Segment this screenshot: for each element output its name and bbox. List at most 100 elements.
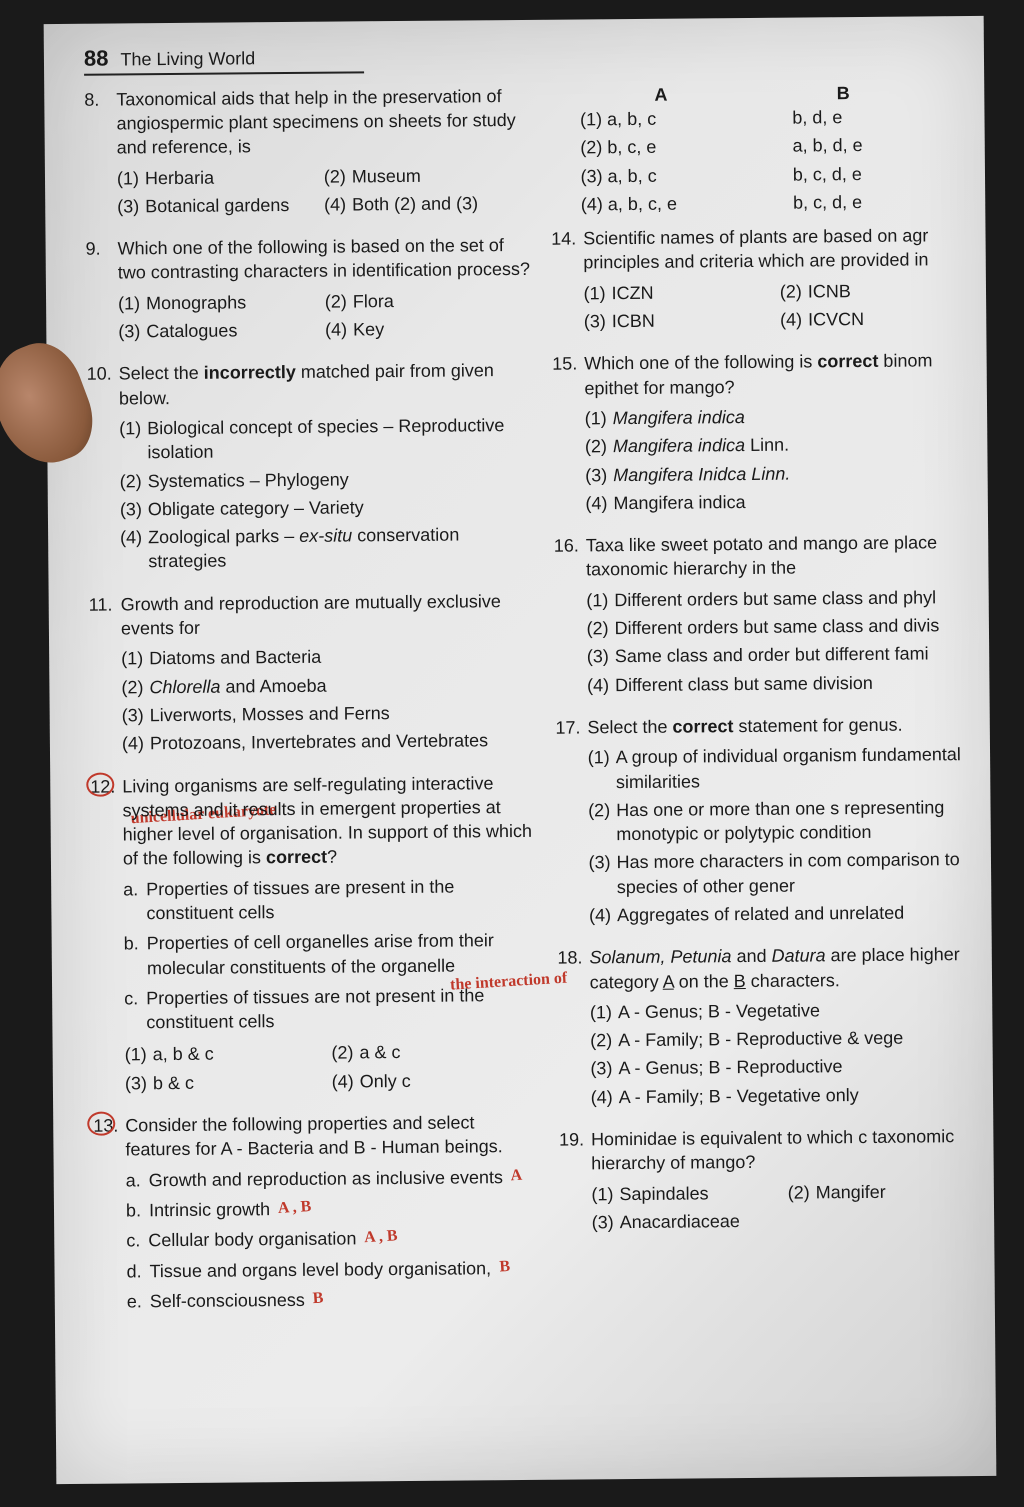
option: (2)Chlorella and Amoeba: [121, 671, 535, 699]
option: (2)a & c: [331, 1039, 538, 1065]
qtext: Select the correct statement for genus.: [587, 712, 980, 740]
option: (4)Mangifera indica: [585, 488, 978, 516]
sub-options: a.Growth and reproduction as inclusive e…: [126, 1165, 541, 1314]
option: (1)Sapindales: [591, 1180, 787, 1206]
option: (3)Catalogues: [118, 318, 325, 344]
option: (2)A - Family; B - Reproductive & vege: [590, 1025, 983, 1053]
qtext: Which one of the following is correct bi…: [584, 348, 977, 400]
option: (4)A - Family; B - Vegetative only: [591, 1082, 984, 1110]
qtext: Consider the following properties and se…: [125, 1110, 539, 1162]
option: (3)Botanical gardens: [117, 193, 324, 219]
qtext: Living organisms are self-regulating int…: [122, 770, 536, 871]
hand-mark: B: [312, 1287, 324, 1312]
content-columns: 8. Taxonomical aids that help in the pre…: [84, 80, 995, 1328]
sub-options: a.Properties of tissues are present in t…: [123, 874, 538, 1035]
question-15: 15. Which one of the following is correc…: [552, 348, 978, 519]
option: (3)Mangifera Inidca Linn.: [585, 460, 978, 488]
page-number: 88: [84, 44, 109, 74]
sub-option: d.Tissue and organs level body organisat…: [126, 1255, 540, 1283]
sub-option: b.Intrinsic growth A , B: [126, 1195, 540, 1223]
question-13: 13. Consider the following properties an…: [93, 1110, 540, 1314]
options: (1)Biological concept of species – Repro…: [119, 413, 534, 578]
textbook-page: 88 The Living World 8. Taxonomical aids …: [44, 16, 997, 1484]
right-column: A B (1) a, b, cb, d, e (2) b, c, ea, b, …: [550, 80, 995, 1324]
option: (1)Monographs: [118, 289, 325, 315]
chapter-title: The Living World: [120, 46, 255, 71]
option: (2)Different orders but same class and d…: [586, 613, 979, 641]
hand-mark: A , B: [277, 1196, 312, 1222]
qnum: 17.: [555, 715, 580, 740]
question-11: 11. Growth and reproduction are mutually…: [89, 589, 536, 761]
page-header: 88 The Living World: [84, 41, 364, 75]
qtext: Taxa like sweet potato and mango are pla…: [586, 530, 979, 582]
hand-mark: A: [510, 1164, 523, 1189]
option: (1)Herbaria: [117, 164, 324, 190]
options: (1)a, b & c (2)a & c (3)b & c (4)Only c: [125, 1039, 539, 1099]
ab-row: (4) a, b, c, eb, c, d, e: [581, 189, 976, 217]
qnum: 19.: [559, 1128, 584, 1153]
qnum: 14.: [551, 227, 576, 252]
question-12: 12. Living organisms are self-regulating…: [90, 770, 538, 1099]
option: (2)Flora: [325, 288, 532, 314]
option: (1)a, b & c: [125, 1041, 332, 1067]
option: (1)Biological concept of species – Repro…: [119, 413, 533, 465]
option: (2)Museum: [324, 162, 531, 188]
qtext: Hominidae is equivalent to which c taxon…: [591, 1124, 984, 1176]
question-9: 9. Which one of the following is based o…: [86, 233, 533, 348]
left-column: 8. Taxonomical aids that help in the pre…: [84, 84, 540, 1328]
qtext: Scientific names of plants are based on …: [583, 223, 976, 275]
qtext: Taxonomical aids that help in the preser…: [116, 84, 530, 160]
option: (4)Aggregates of related and unrelated: [589, 900, 982, 928]
circle-mark: [86, 772, 114, 796]
option: (2)ICNB: [780, 278, 976, 304]
option: (3)ICBN: [584, 308, 780, 334]
col-a-header: A: [654, 82, 667, 106]
option: (2)Has one or more than one s representi…: [588, 795, 981, 847]
qnum: 10.: [87, 362, 112, 387]
question-18: 18. Solanum, Petunia and Datura are plac…: [557, 942, 983, 1113]
question-16: 16. Taxa like sweet potato and mango are…: [554, 530, 980, 701]
qnum: 16.: [554, 534, 579, 559]
qnum: 11.: [89, 592, 113, 617]
option: (1)Different orders but same class and p…: [586, 585, 979, 613]
sub-option: c.Cellular body organisation A , B: [126, 1225, 540, 1253]
option: (3)Anacardiaceae: [592, 1209, 788, 1235]
option: (1)ICZN: [584, 279, 780, 305]
col-b-header: B: [837, 81, 850, 105]
sub-option: e.Self-consciousness B: [127, 1286, 541, 1314]
ab-row: (2) b, c, ea, b, d, e: [580, 132, 975, 160]
option: (4)Key: [325, 316, 532, 342]
option: (2)Mangifera indica Linn.: [585, 431, 978, 459]
question-14: 14. Scientific names of plants are based…: [551, 223, 976, 338]
hand-mark: A , B: [364, 1226, 399, 1252]
options: (1)A - Genus; B - Vegetative (2)A - Fami…: [590, 997, 983, 1114]
qnum: 15.: [552, 352, 577, 377]
qtext: Select the incorrectly matched pair from…: [119, 358, 533, 410]
options: (1)A group of individual organism fundam…: [588, 742, 982, 931]
qtext: Which one of the following is based on t…: [118, 233, 532, 285]
options: (1)Different orders but same class and p…: [586, 585, 979, 702]
hand-mark: B: [498, 1255, 510, 1280]
options: (1)Sapindales (2)Mangifer (3)Anacardiace…: [591, 1179, 984, 1239]
ab-header: A B: [550, 80, 975, 108]
option: (4)Only c: [332, 1068, 539, 1094]
option: (4)Protozoans, Invertebrates and Vertebr…: [122, 728, 536, 756]
option: (1)A - Genus; B - Vegetative: [590, 997, 983, 1025]
option: (3)Same class and order but different fa…: [587, 641, 980, 669]
qtext: Solanum, Petunia and Datura are place hi…: [589, 942, 982, 994]
qtext: Growth and reproduction are mutually exc…: [121, 589, 535, 641]
qnum: 18.: [557, 946, 582, 971]
ab-row: (1) a, b, cb, d, e: [580, 104, 975, 132]
qnum: 9.: [86, 237, 101, 261]
option: (3)Liverworts, Mosses and Ferns: [122, 700, 536, 728]
option: (4)Different class but same division: [587, 670, 980, 698]
options: (1)Mangifera indica (2)Mangifera indica …: [585, 403, 978, 520]
options: (1)Herbaria (2)Museum (3)Botanical garde…: [117, 162, 531, 222]
sub-option: a.Properties of tissues are present in t…: [123, 874, 537, 926]
option: (4)Both (2) and (3): [324, 191, 531, 217]
sub-option: a.Growth and reproduction as inclusive e…: [126, 1165, 540, 1193]
options: (1)Diatoms and Bacteria (2)Chlorella and…: [121, 643, 536, 760]
option: (3)A - Genus; B - Reproductive: [590, 1053, 983, 1081]
option: (4)ICVCN: [780, 306, 976, 332]
option: (1)A group of individual organism fundam…: [588, 742, 981, 794]
